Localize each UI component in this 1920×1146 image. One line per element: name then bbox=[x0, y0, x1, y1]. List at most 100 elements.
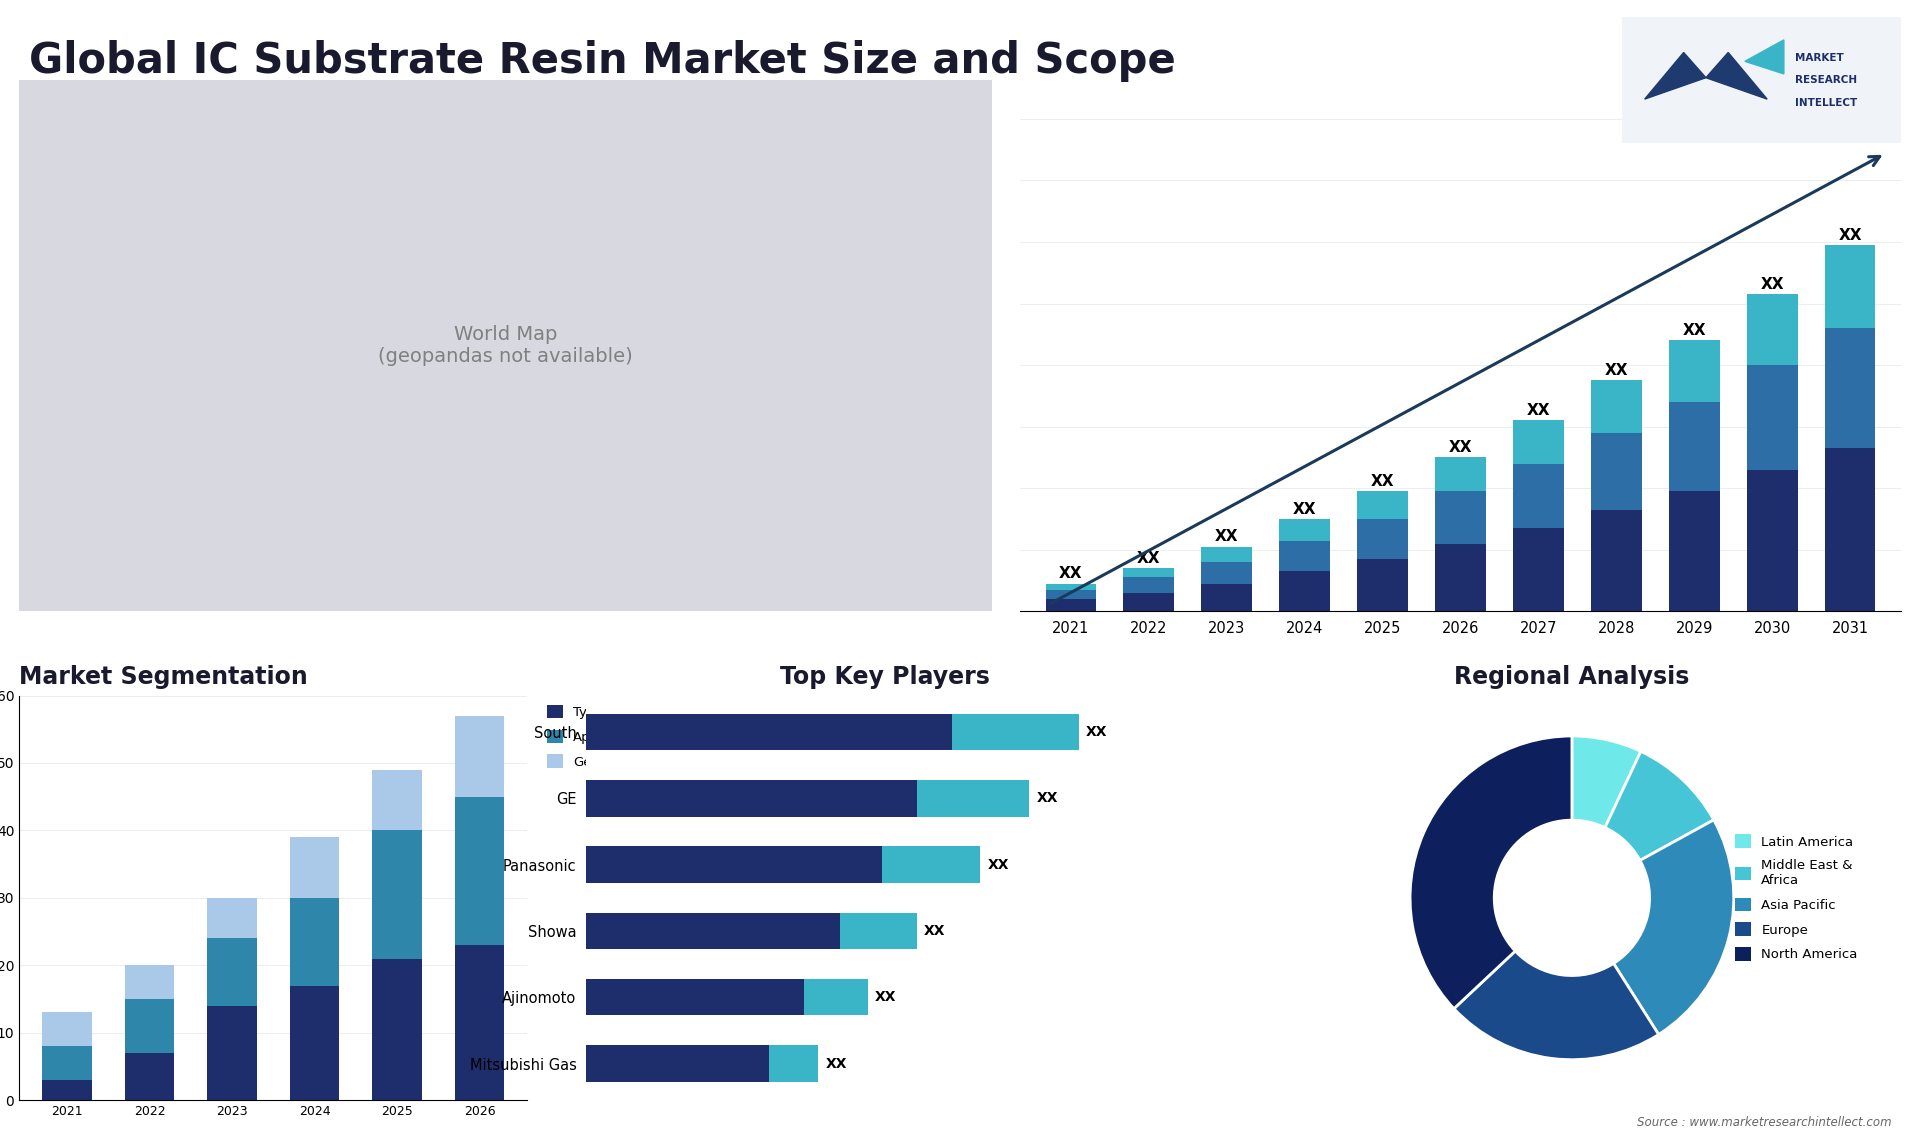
Bar bbox=[1592, 380, 1642, 433]
Polygon shape bbox=[1745, 40, 1784, 73]
Bar bbox=[586, 847, 881, 882]
Text: XX: XX bbox=[876, 990, 897, 1004]
Bar bbox=[586, 912, 839, 949]
Text: XX: XX bbox=[1037, 792, 1058, 806]
Bar bbox=[1592, 510, 1642, 611]
Text: Market Segmentation: Market Segmentation bbox=[19, 666, 307, 690]
Bar bbox=[1279, 519, 1331, 541]
Bar bbox=[372, 770, 422, 831]
Bar bbox=[42, 1012, 92, 1046]
Bar bbox=[586, 714, 952, 751]
Title: Regional Analysis: Regional Analysis bbox=[1453, 666, 1690, 690]
Bar bbox=[1824, 245, 1876, 328]
Bar bbox=[1357, 559, 1407, 611]
Bar bbox=[1434, 543, 1486, 611]
Bar bbox=[1747, 470, 1797, 611]
Bar bbox=[1513, 421, 1563, 464]
Bar bbox=[290, 986, 340, 1100]
Bar bbox=[1357, 492, 1407, 519]
Circle shape bbox=[1498, 823, 1645, 972]
Bar bbox=[1123, 592, 1175, 611]
Bar bbox=[804, 979, 868, 1015]
Text: XX: XX bbox=[987, 857, 1008, 872]
Bar bbox=[455, 716, 505, 796]
Bar bbox=[372, 831, 422, 958]
Bar bbox=[586, 780, 918, 817]
Text: MARKET: MARKET bbox=[1795, 53, 1843, 63]
Bar bbox=[1747, 366, 1797, 470]
Text: INTELLECT: INTELLECT bbox=[1795, 97, 1857, 108]
Bar bbox=[1824, 448, 1876, 611]
Text: World Map
(geopandas not available): World Map (geopandas not available) bbox=[378, 325, 634, 367]
Bar bbox=[1824, 328, 1876, 448]
Text: XX: XX bbox=[1526, 403, 1549, 418]
Bar bbox=[455, 796, 505, 945]
Bar bbox=[372, 958, 422, 1100]
Title: Top Key Players: Top Key Players bbox=[780, 666, 991, 690]
Polygon shape bbox=[1705, 53, 1766, 99]
Bar bbox=[1046, 599, 1096, 611]
Bar bbox=[1202, 562, 1252, 583]
Text: XX: XX bbox=[924, 924, 945, 937]
Bar bbox=[1434, 492, 1486, 543]
Bar bbox=[42, 1046, 92, 1080]
Bar bbox=[1513, 528, 1563, 611]
Text: XX: XX bbox=[826, 1057, 847, 1070]
Text: XX: XX bbox=[1837, 228, 1862, 243]
Bar bbox=[207, 939, 257, 1006]
Text: Source : www.marketresearchintellect.com: Source : www.marketresearchintellect.com bbox=[1636, 1116, 1891, 1129]
Bar bbox=[952, 714, 1079, 751]
Text: XX: XX bbox=[1085, 725, 1108, 739]
Bar bbox=[1279, 572, 1331, 611]
Text: XX: XX bbox=[1215, 529, 1238, 544]
Bar bbox=[125, 965, 175, 999]
Bar bbox=[207, 1006, 257, 1100]
Bar bbox=[1123, 578, 1175, 592]
Text: Global IC Substrate Resin Market Size and Scope: Global IC Substrate Resin Market Size an… bbox=[29, 40, 1175, 83]
Bar bbox=[881, 847, 981, 882]
Text: XX: XX bbox=[1292, 502, 1317, 517]
Bar bbox=[290, 897, 340, 986]
Bar bbox=[455, 945, 505, 1100]
Bar bbox=[1357, 519, 1407, 559]
Wedge shape bbox=[1572, 736, 1642, 827]
Bar bbox=[1279, 541, 1331, 572]
Legend: Latin America, Middle East &
Africa, Asia Pacific, Europe, North America: Latin America, Middle East & Africa, Asi… bbox=[1732, 832, 1860, 964]
Text: XX: XX bbox=[1450, 440, 1473, 455]
Bar bbox=[1123, 568, 1175, 578]
Bar bbox=[586, 1045, 770, 1082]
Bar bbox=[1434, 457, 1486, 492]
Text: XX: XX bbox=[1371, 473, 1394, 489]
Bar bbox=[839, 912, 918, 949]
Wedge shape bbox=[1453, 951, 1659, 1060]
Bar bbox=[1202, 547, 1252, 562]
Bar bbox=[290, 837, 340, 897]
Wedge shape bbox=[1605, 752, 1715, 861]
Wedge shape bbox=[1409, 736, 1572, 1008]
Bar bbox=[1046, 583, 1096, 590]
Polygon shape bbox=[1645, 53, 1705, 99]
Bar bbox=[42, 1080, 92, 1100]
Bar bbox=[1747, 295, 1797, 366]
Bar bbox=[918, 780, 1029, 817]
Bar bbox=[125, 1053, 175, 1100]
Bar bbox=[586, 979, 804, 1015]
Legend: Type, Application, Geography: Type, Application, Geography bbox=[543, 702, 651, 771]
Wedge shape bbox=[1613, 819, 1734, 1035]
Bar bbox=[1668, 402, 1720, 492]
Text: XX: XX bbox=[1761, 277, 1784, 292]
Text: XX: XX bbox=[1060, 566, 1083, 581]
Text: XX: XX bbox=[1605, 363, 1628, 378]
Text: RESEARCH: RESEARCH bbox=[1795, 76, 1857, 85]
Bar bbox=[1202, 583, 1252, 611]
Text: XX: XX bbox=[1137, 551, 1160, 566]
Bar bbox=[1592, 433, 1642, 510]
Bar bbox=[1668, 492, 1720, 611]
Text: XX: XX bbox=[1682, 323, 1707, 338]
Bar bbox=[1513, 464, 1563, 528]
Bar bbox=[770, 1045, 818, 1082]
Bar bbox=[125, 999, 175, 1053]
Bar bbox=[1668, 340, 1720, 402]
Bar bbox=[207, 897, 257, 939]
Bar bbox=[1046, 590, 1096, 599]
